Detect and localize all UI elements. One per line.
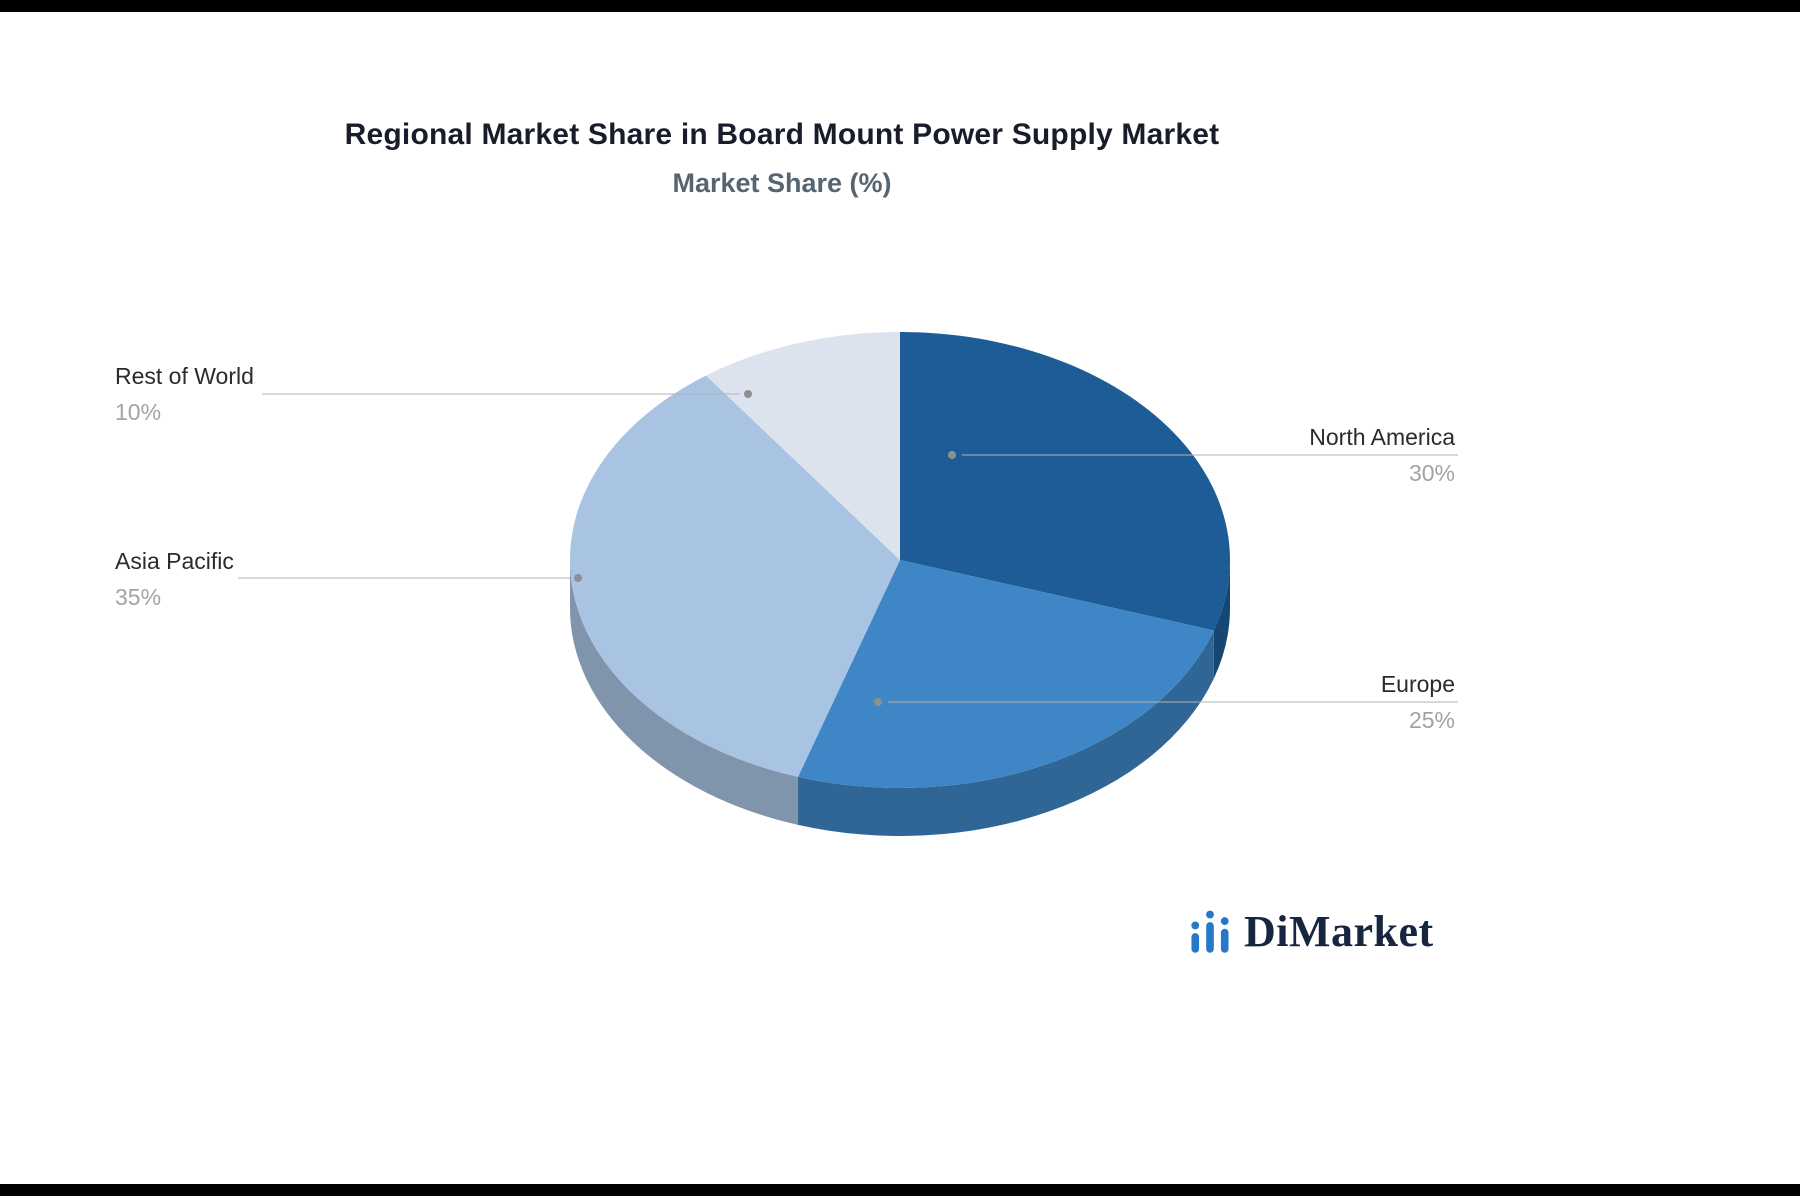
- slice-label-north-america: North America: [1309, 424, 1455, 450]
- leader-dot-north-america: [948, 451, 956, 459]
- slice-label-rest-of-world: Rest of World: [115, 363, 254, 389]
- callout-europe: Europe 25%: [1381, 670, 1455, 734]
- pie-slice-north-america: [900, 332, 1230, 631]
- pie-side-europe: [798, 630, 1214, 836]
- leader-dot-europe: [874, 698, 882, 706]
- callout-north-america: North America 30%: [1309, 423, 1455, 487]
- slice-label-europe: Europe: [1380, 671, 1455, 697]
- chart-title: Regional Market Share in Board Mount Pow…: [344, 118, 1220, 151]
- dimarket-logo: DiMarket: [1188, 906, 1434, 957]
- chart-subtitle: Market Share (%): [672, 168, 892, 198]
- slice-percent-north-america: 30%: [1408, 460, 1455, 486]
- pie-slice-europe: [798, 560, 1214, 788]
- callout-rest-of-world: Rest of World 10%: [115, 362, 254, 426]
- slice-percent-rest-of-world: 10%: [115, 399, 162, 425]
- bottom-border-bar: [0, 1184, 1800, 1196]
- slice-percent-asia-pacific: 35%: [115, 584, 162, 610]
- pie-side-north-america: [1213, 560, 1230, 679]
- callout-asia-pacific: Asia Pacific 35%: [115, 547, 234, 611]
- top-border-bar: [0, 0, 1800, 12]
- pie-slice-rest-of-world: [706, 332, 900, 560]
- slice-percent-europe: 25%: [1408, 707, 1455, 733]
- pie-side-asia-pacific: [570, 560, 799, 825]
- chart-header: Regional Market Share in Board Mount Pow…: [0, 118, 1564, 199]
- leader-dot-asia-pacific: [574, 574, 582, 582]
- bar-chart-dots-icon: [1191, 910, 1229, 953]
- pie-slice-asia-pacific: [570, 375, 900, 777]
- logo-text: DiMarket: [1244, 907, 1434, 956]
- leader-dot-rest-of-world: [744, 390, 752, 398]
- slice-label-asia-pacific: Asia Pacific: [115, 548, 234, 574]
